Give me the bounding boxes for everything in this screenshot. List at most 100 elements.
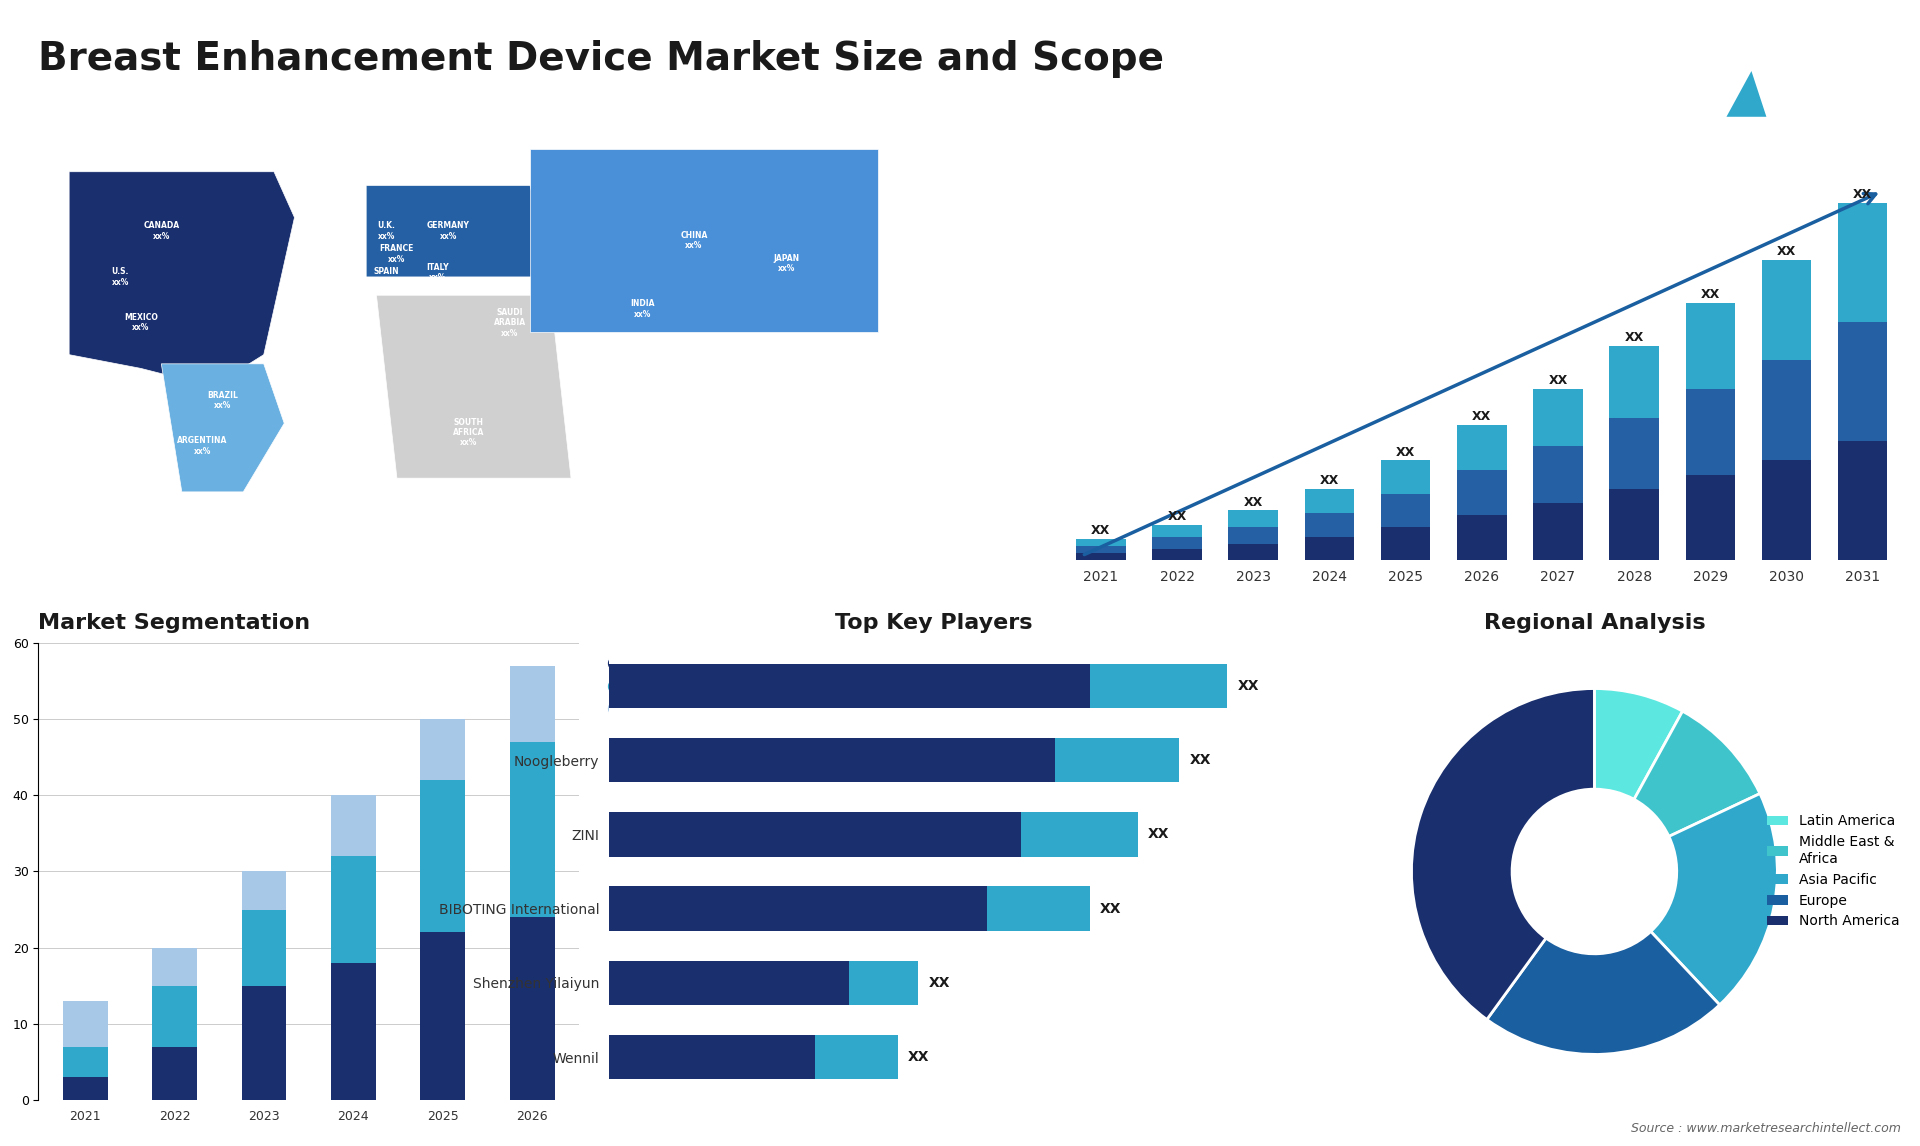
Text: JAPAN
xx%: JAPAN xx% (774, 253, 799, 273)
Bar (609, 664, 1091, 708)
Bar (1304, 489, 1354, 513)
Bar (152, 986, 198, 1046)
Bar (609, 886, 987, 931)
Polygon shape (530, 149, 877, 332)
Bar (511, 917, 555, 1100)
Bar (1075, 547, 1125, 554)
Bar (152, 948, 198, 986)
Text: INDIA
xx%: INDIA xx% (630, 299, 655, 319)
Text: U.S.
xx%: U.S. xx% (111, 267, 129, 286)
Bar (330, 963, 376, 1100)
Text: XX: XX (1100, 902, 1121, 916)
Text: XX: XX (1396, 446, 1415, 458)
Text: RESEARCH: RESEARCH (1772, 77, 1841, 89)
Bar (1229, 510, 1279, 527)
Bar (1380, 494, 1430, 527)
Polygon shape (1726, 71, 1766, 117)
Text: XX: XX (1244, 495, 1263, 509)
Text: XX: XX (1776, 245, 1795, 259)
Text: U.K.
xx%: U.K. xx% (378, 221, 396, 241)
Text: SAUDI
ARABIA
xx%: SAUDI ARABIA xx% (493, 308, 526, 338)
Text: XX: XX (908, 1050, 929, 1065)
Bar (1837, 322, 1887, 441)
Bar (1304, 536, 1354, 560)
Bar (420, 780, 465, 933)
Bar (511, 666, 555, 741)
Bar (1837, 441, 1887, 560)
Text: Source : www.marketresearchintellect.com: Source : www.marketresearchintellect.com (1630, 1122, 1901, 1135)
Bar (1457, 516, 1507, 560)
Bar (1091, 664, 1227, 708)
Text: ARGENTINA
xx%: ARGENTINA xx% (177, 437, 227, 456)
Bar (1609, 346, 1659, 417)
Text: ITALY
xx%: ITALY xx% (426, 262, 449, 282)
Bar (242, 986, 286, 1100)
Bar (609, 960, 849, 1005)
Text: XX: XX (1319, 474, 1338, 487)
Wedge shape (1651, 793, 1778, 1005)
Text: XX: XX (1624, 331, 1644, 344)
Bar (1075, 554, 1125, 560)
Bar (1380, 461, 1430, 494)
Bar (1534, 388, 1582, 446)
Title: Regional Analysis: Regional Analysis (1484, 613, 1705, 633)
Text: FRANCE
xx%: FRANCE xx% (380, 244, 415, 264)
Legend: Type, Application, Geography: Type, Application, Geography (597, 651, 730, 723)
Bar (511, 741, 555, 917)
Wedge shape (1634, 712, 1761, 837)
Bar (1609, 489, 1659, 560)
Bar (1457, 470, 1507, 516)
Polygon shape (376, 296, 570, 478)
Text: XX: XX (1091, 524, 1110, 537)
Title: Top Key Players: Top Key Players (835, 613, 1033, 633)
Text: XX: XX (1473, 410, 1492, 423)
Bar (330, 856, 376, 963)
Text: CANADA
xx%: CANADA xx% (144, 221, 179, 241)
Text: XX: XX (1148, 827, 1169, 841)
Text: XX: XX (1167, 510, 1187, 523)
Bar (1229, 527, 1279, 544)
Bar (1304, 513, 1354, 536)
Bar (1763, 260, 1811, 360)
Bar (1380, 527, 1430, 560)
Text: GERMANY
xx%: GERMANY xx% (426, 221, 470, 241)
Text: MEXICO
xx%: MEXICO xx% (125, 313, 157, 332)
Text: XX: XX (1188, 753, 1212, 767)
Bar (609, 738, 1056, 783)
Bar (1021, 813, 1139, 857)
Bar (1075, 539, 1125, 547)
Text: XX: XX (1701, 289, 1720, 301)
Bar (330, 795, 376, 856)
Polygon shape (1661, 49, 1726, 117)
Bar (849, 960, 918, 1005)
Bar (609, 1035, 816, 1080)
Text: XX: XX (1548, 374, 1567, 387)
Bar (242, 910, 286, 986)
Bar (1686, 388, 1736, 474)
Bar (1152, 549, 1202, 560)
Text: Market Segmentation: Market Segmentation (38, 613, 311, 633)
Text: MARKET: MARKET (1772, 55, 1826, 68)
Bar (1152, 536, 1202, 549)
Bar (1457, 425, 1507, 470)
Bar (1609, 417, 1659, 489)
Bar (609, 813, 1021, 857)
Bar (1534, 503, 1582, 560)
Text: CHINA
xx%: CHINA xx% (680, 230, 708, 250)
Bar (1229, 544, 1279, 560)
Wedge shape (1594, 689, 1682, 800)
Polygon shape (69, 172, 294, 386)
Text: Breast Enhancement Device Market Size and Scope: Breast Enhancement Device Market Size an… (38, 40, 1164, 78)
Bar (152, 1046, 198, 1100)
Bar (420, 719, 465, 780)
Bar (63, 1046, 108, 1077)
Text: INTELLECT: INTELLECT (1772, 99, 1841, 111)
Bar (1056, 738, 1179, 783)
Bar (1763, 461, 1811, 560)
Bar (1152, 525, 1202, 536)
Legend: Latin America, Middle East &
Africa, Asia Pacific, Europe, North America: Latin America, Middle East & Africa, Asi… (1761, 809, 1905, 934)
Bar (1534, 446, 1582, 503)
Bar (1837, 203, 1887, 322)
Bar (1686, 304, 1736, 388)
Bar (1686, 474, 1736, 560)
